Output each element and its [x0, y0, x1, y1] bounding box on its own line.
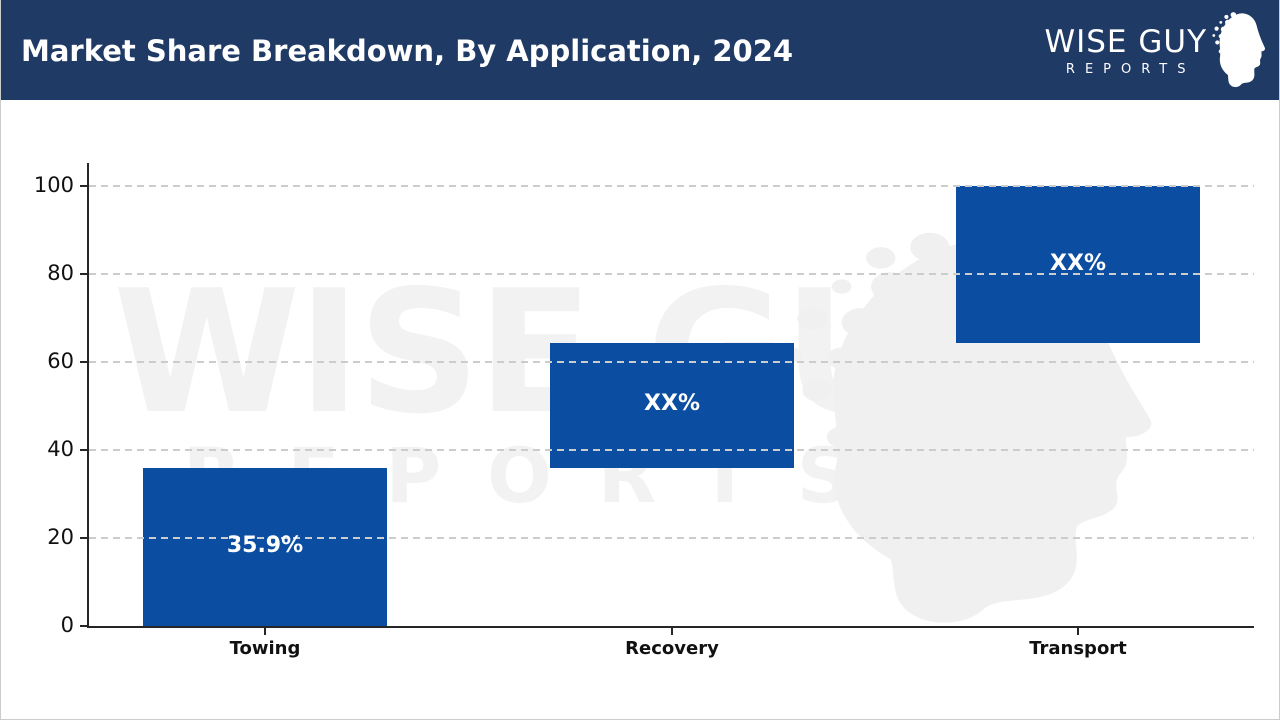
bar-towing: [143, 468, 387, 626]
x-category-label: Transport: [1029, 638, 1127, 659]
gridline-y100: [89, 185, 1254, 188]
bar-recovery: [550, 342, 794, 469]
y-tick-label: 100: [33, 173, 74, 198]
bar-value-label: 35.9%: [226, 533, 304, 559]
y-tick-label: 80: [47, 261, 74, 286]
y-tickmark: [80, 273, 87, 276]
x-tickmark: [671, 628, 673, 635]
y-tick-label: 0: [60, 613, 74, 637]
header-bar: Market Share Breakdown, By Application, …: [1, 0, 1279, 100]
gridline-y80: [89, 273, 1254, 276]
y-tick-label: 60: [47, 349, 74, 374]
logo-reports-text: REPORTS: [1065, 61, 1196, 77]
y-tick-label: 40: [47, 437, 74, 462]
y-tickmark: [80, 185, 87, 188]
y-tick-label: 20: [47, 525, 74, 550]
y-tickmark: [80, 449, 87, 452]
chart-title: Market Share Breakdown, By Application, …: [21, 34, 794, 68]
y-tickmark: [80, 537, 87, 540]
logo-wise-guy-text: WISE GUY: [1044, 23, 1207, 60]
gridline-y20: [89, 537, 1254, 540]
y-tickmark: [80, 361, 87, 364]
bar-value-label: XX%: [1050, 250, 1106, 276]
x-axis-spine: [87, 626, 1254, 628]
y-tickmark: [80, 625, 87, 627]
x-category-label: Towing: [229, 638, 301, 659]
x-tickmark: [264, 628, 266, 635]
logo-dotted-head-icon: [1212, 12, 1266, 88]
gridline-y60: [89, 361, 1254, 364]
x-category-label: Recovery: [625, 638, 719, 659]
y-axis-spine: [87, 163, 89, 628]
x-tickmark: [1077, 628, 1079, 635]
gridline-y40: [89, 449, 1254, 452]
bar-value-label: XX%: [644, 391, 700, 417]
wise-guy-reports-logo: WISE GUY REPORTS: [1044, 8, 1267, 92]
bar-transport: [956, 186, 1200, 343]
